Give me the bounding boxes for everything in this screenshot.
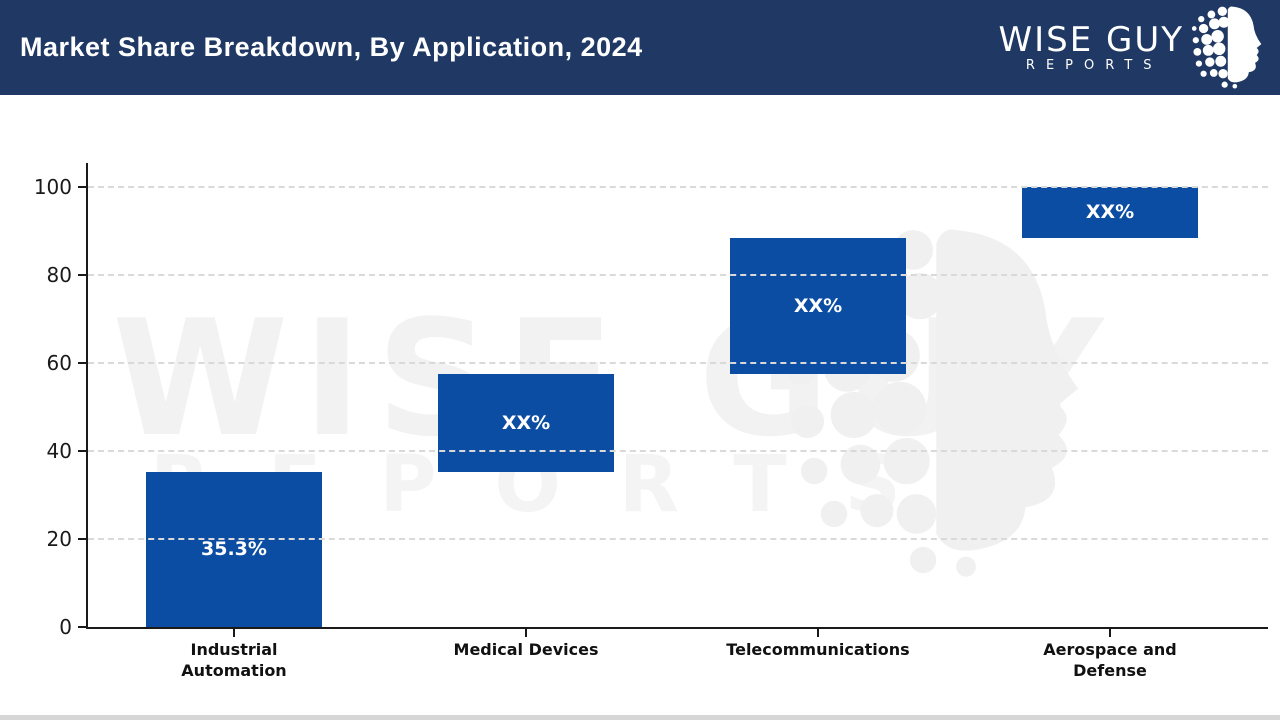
y-tick-label-40: 40 (46, 439, 72, 463)
header: Market Share Breakdown, By Application, … (0, 0, 1280, 95)
y-tick-label-100: 100 (33, 175, 72, 199)
x-tick-mark (1109, 629, 1111, 637)
gridline-60 (88, 362, 1268, 364)
x-category-label-aerospace-and-defense: Aerospace and Defense (1043, 640, 1177, 680)
bar-value-label-telecommunications: XX% (793, 294, 843, 317)
y-tick-label-80: 80 (46, 263, 72, 287)
x-tick-mark (817, 629, 819, 637)
y-tick-label-0: 0 (59, 615, 72, 639)
x-category-label-medical-devices: Medical Devices (453, 640, 599, 659)
y-tick-label-20: 20 (46, 527, 72, 551)
x-axis-line (86, 627, 1268, 629)
y-tick-label-60: 60 (46, 351, 72, 375)
bottom-border (0, 715, 1280, 720)
gridline-100 (88, 186, 1268, 188)
gridline-20 (88, 538, 1268, 540)
bar-value-label-aerospace-and-defense: XX% (1085, 201, 1135, 224)
bar-medical-devices (438, 374, 614, 472)
bar-value-label-medical-devices: XX% (501, 411, 551, 434)
logo-subtext: REPORTS (1025, 57, 1163, 73)
gridline-40 (88, 450, 1268, 452)
logo-wordmark: WISE GUY (998, 19, 1184, 60)
y-tick-mark (78, 274, 86, 276)
y-tick-mark (78, 186, 86, 188)
y-axis-line (86, 163, 88, 629)
bar-industrial-automation (146, 471, 322, 627)
y-tick-mark (78, 538, 86, 540)
x-tick-mark (525, 629, 527, 637)
y-tick-mark (78, 362, 86, 364)
x-tick-mark (233, 629, 235, 637)
brand-logo: WISE GUY REPORTS (998, 5, 1266, 91)
x-category-label-telecommunications: Telecommunications (726, 640, 910, 659)
gridline-80 (88, 274, 1268, 276)
brand-logo-text: WISE GUY REPORTS (998, 22, 1184, 74)
bar-aerospace-and-defense (1022, 187, 1198, 238)
x-category-label-industrial-automation: Industrial Automation (181, 640, 287, 680)
y-tick-mark (78, 450, 86, 452)
chart-title: Market Share Breakdown, By Application, … (20, 32, 643, 62)
bar-value-label-industrial-automation: 35.3% (201, 538, 267, 561)
y-tick-mark (78, 626, 86, 628)
